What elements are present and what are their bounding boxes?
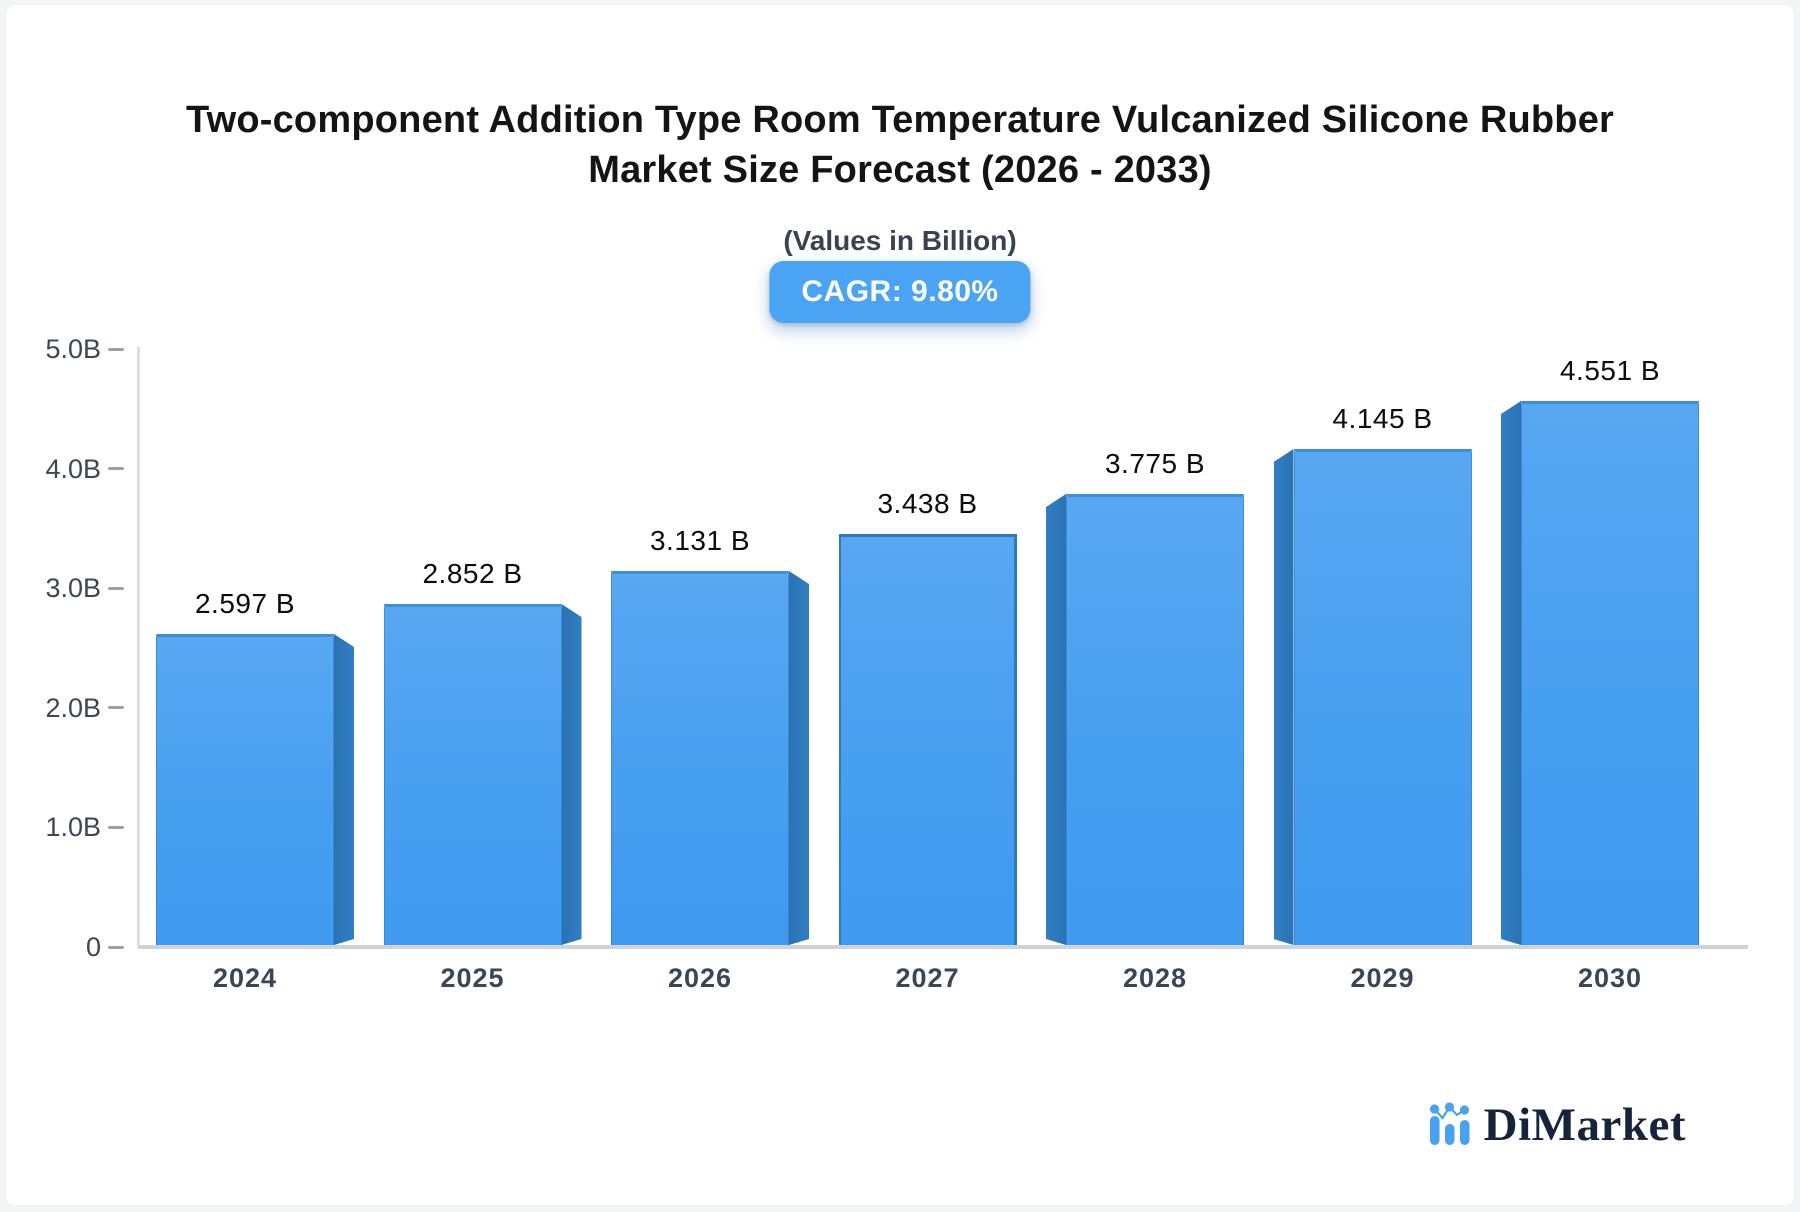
y-axis-tick-label: 0 (85, 932, 101, 962)
y-axis-line (137, 347, 140, 949)
bar (383, 604, 562, 945)
bar-side-face (334, 634, 354, 945)
bar-side-face (1046, 494, 1066, 945)
y-axis-tick-label: 2.0B (45, 692, 101, 723)
bar (1521, 401, 1699, 945)
bar (1293, 449, 1472, 945)
bar (1066, 494, 1244, 945)
bar-side-face (1501, 401, 1521, 945)
brand-name: DiMarket (1483, 1099, 1686, 1151)
y-axis-tick-label: 3.0B (45, 573, 101, 604)
y-axis-tick-dash (108, 825, 124, 829)
bar (838, 534, 1017, 945)
bar-chart-logo-icon (1429, 1102, 1470, 1145)
y-axis-tick-label: 5.0B (45, 334, 101, 364)
bar-value-label: 2.852 B (422, 558, 523, 589)
bar-value-label: 4.145 B (1332, 403, 1433, 434)
x-axis-label: 2030 (1577, 963, 1643, 993)
chart-card: Two-component Addition Type Room Tempera… (5, 4, 1795, 1206)
y-axis-tick-dash (108, 945, 124, 949)
page-title-line2: Market Size Forecast (2026 - 2033) (588, 149, 1212, 191)
x-axis-label: 2029 (1350, 963, 1415, 993)
page-title-line1: Two-component Addition Type Room Tempera… (185, 99, 1615, 141)
x-axis-baseline (139, 945, 1748, 949)
page-title: Two-component Addition Type Room Tempera… (6, 95, 1794, 195)
x-axis-label: 2025 (440, 963, 505, 993)
y-axis-tick-dash (108, 706, 124, 710)
y-axis-tick-dash (108, 586, 124, 590)
y-axis-tick-label: 4.0B (45, 453, 101, 484)
y-axis-tick-label: 1.0B (45, 812, 101, 843)
brand-logo: DiMarket (1428, 1099, 1686, 1151)
bar-side-face (562, 604, 582, 945)
bar-side-face (789, 571, 809, 945)
y-axis-tick-dash (108, 467, 124, 471)
bar-value-label: 4.551 B (1559, 355, 1661, 386)
bar-value-label: 3.775 B (1104, 448, 1206, 479)
bar-value-label: 3.131 B (649, 525, 751, 556)
bar-value-label: 2.597 B (194, 588, 296, 619)
bar-value-label: 3.438 B (877, 488, 978, 519)
chart-subtitle: (Values in Billion) (783, 225, 1017, 256)
x-axis-label: 2028 (1122, 963, 1188, 993)
cagr-badge: CAGR: 9.80% (769, 261, 1031, 323)
bar-chart: 0 1.0B 2.0B 3.0B 4.0B 5.0B 2.597 B 2024 2.852 B 2… (6, 5, 1800, 1212)
bar (611, 571, 789, 945)
x-axis-label: 2026 (667, 963, 733, 993)
y-axis-tick-dash (108, 347, 124, 351)
x-axis-label: 2027 (895, 963, 960, 993)
bar-side-face (1274, 449, 1294, 945)
bar (156, 634, 334, 945)
x-axis-label: 2024 (212, 963, 278, 993)
